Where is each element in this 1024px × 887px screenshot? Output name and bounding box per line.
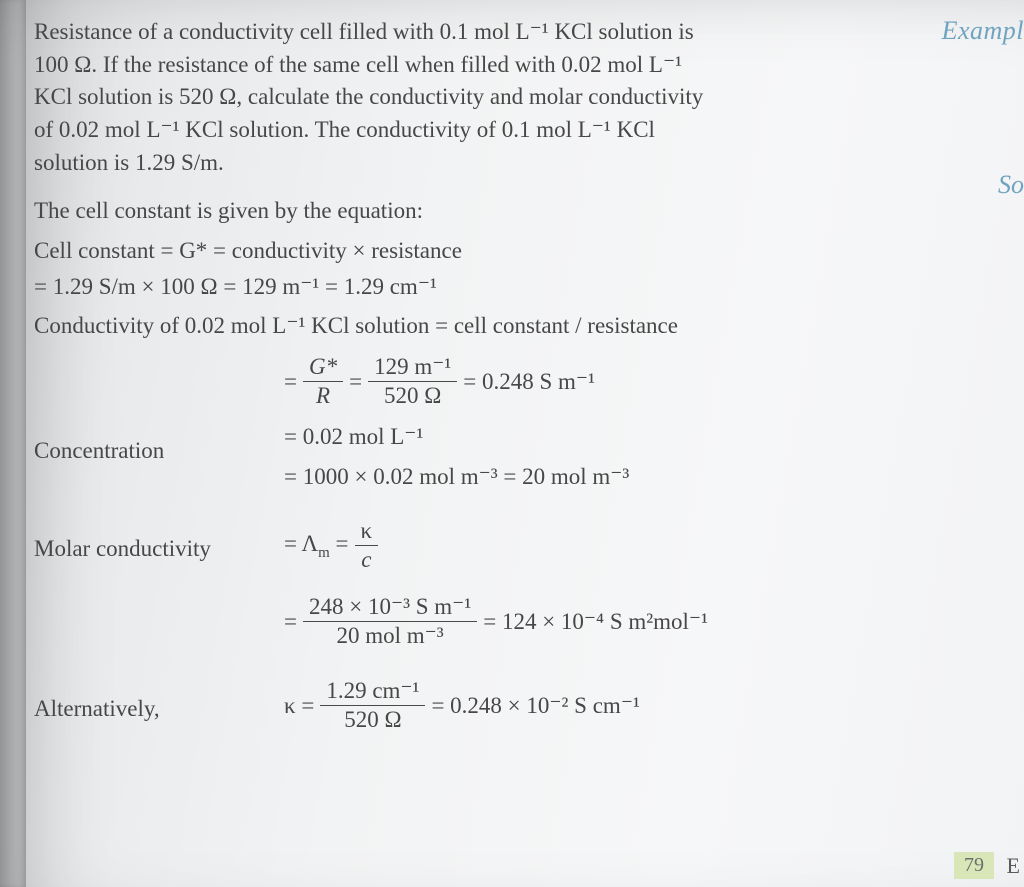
eq-label-blank	[34, 354, 284, 372]
conc-row: = 1000 × 0.02 mol m⁻³ = 20 mol m⁻³	[284, 464, 629, 490]
page-number: 79	[954, 852, 994, 879]
fraction-den: 20 mol m⁻³	[330, 622, 449, 648]
book-spine	[0, 0, 26, 887]
conductivity-def: Conductivity of 0.02 mol L⁻¹ KCl solutio…	[34, 308, 1018, 344]
problem-line: 100 Ω. If the resistance of the same cel…	[34, 52, 682, 77]
page-number-suffix: E	[1007, 853, 1020, 879]
problem-line: KCl solution is 520 Ω, calculate the con…	[34, 84, 703, 109]
fraction-num: 1.29 cm⁻¹	[320, 679, 425, 706]
concentration-label: Concentration	[34, 420, 284, 464]
cell-constant-calc: = 1.29 S/m × 100 Ω = 129 m⁻¹ = 1.29 cm⁻¹	[34, 269, 1018, 305]
problem-line: Resistance of a conductivity cell filled…	[34, 19, 694, 44]
fraction-num: G*	[303, 355, 343, 382]
fraction-den-sym: R	[316, 383, 330, 408]
molar-label: Molar conductivity	[34, 518, 284, 562]
problem-line: solution is 1.29 S/m.	[34, 150, 224, 175]
eq-text: =	[349, 369, 362, 395]
eq-result: = 124 × 10⁻⁴ S m²mol⁻¹	[483, 609, 708, 635]
fraction-alt: 1.29 cm⁻¹ 520 Ω	[320, 679, 425, 732]
conc-row: = 0.02 mol L⁻¹	[284, 424, 423, 450]
eq-result: = 0.248 S m⁻¹	[463, 369, 595, 395]
fraction-den-sym: c	[361, 547, 371, 572]
fraction-129-520: 129 m⁻¹ 520 Ω	[368, 355, 457, 408]
problem-line: of 0.02 mol L⁻¹ KCl solution. The conduc…	[34, 117, 655, 142]
fraction-kappa-c: κ c	[355, 519, 379, 572]
page-content: Resistance of a conductivity cell filled…	[34, 10, 1024, 734]
fraction-den: R	[310, 382, 336, 408]
lambda-sub: m	[318, 545, 330, 561]
eq-text: =	[284, 609, 297, 635]
fraction-den: 520 Ω	[378, 382, 447, 408]
fraction-den: c	[355, 546, 377, 572]
fraction-molar-value: 248 × 10⁻³ S m⁻¹ 20 mol m⁻³	[303, 595, 477, 648]
cell-constant-def: Cell constant = G* = conductivity × resi…	[34, 233, 1018, 269]
solution-lead: The cell constant is given by the equati…	[34, 193, 1018, 229]
fraction-den: 520 Ω	[338, 706, 407, 732]
alt-label: Alternatively,	[34, 678, 284, 722]
eq-molar-conductivity: Molar conductivity = Λm = κ c = 248 × 10…	[34, 518, 1018, 650]
eq-text: κ =	[284, 693, 314, 719]
fraction-num: 248 × 10⁻³ S m⁻¹	[303, 595, 477, 622]
fraction-num: 129 m⁻¹	[368, 355, 457, 382]
fraction-gstar-r: G* R	[303, 355, 343, 408]
eq-result: = 0.248 × 10⁻² S cm⁻¹	[431, 693, 639, 719]
eq-text: = Λm =	[284, 531, 349, 562]
eq-concentration: Concentration = 0.02 mol L⁻¹ = 1000 × 0.…	[34, 420, 1018, 494]
fraction-num-sym: G*	[309, 354, 337, 379]
fraction-num: κ	[355, 519, 379, 546]
eq-alternative: Alternatively, κ = 1.29 cm⁻¹ 520 Ω = 0.2…	[34, 678, 1018, 734]
eq-conductivity: = G* R = 129 m⁻¹ 520 Ω = 0.248 S m⁻¹	[34, 354, 1018, 410]
problem-statement: Resistance of a conductivity cell filled…	[34, 10, 934, 179]
lambda-sym: = Λ	[284, 531, 318, 556]
eq-text: =	[284, 369, 297, 395]
